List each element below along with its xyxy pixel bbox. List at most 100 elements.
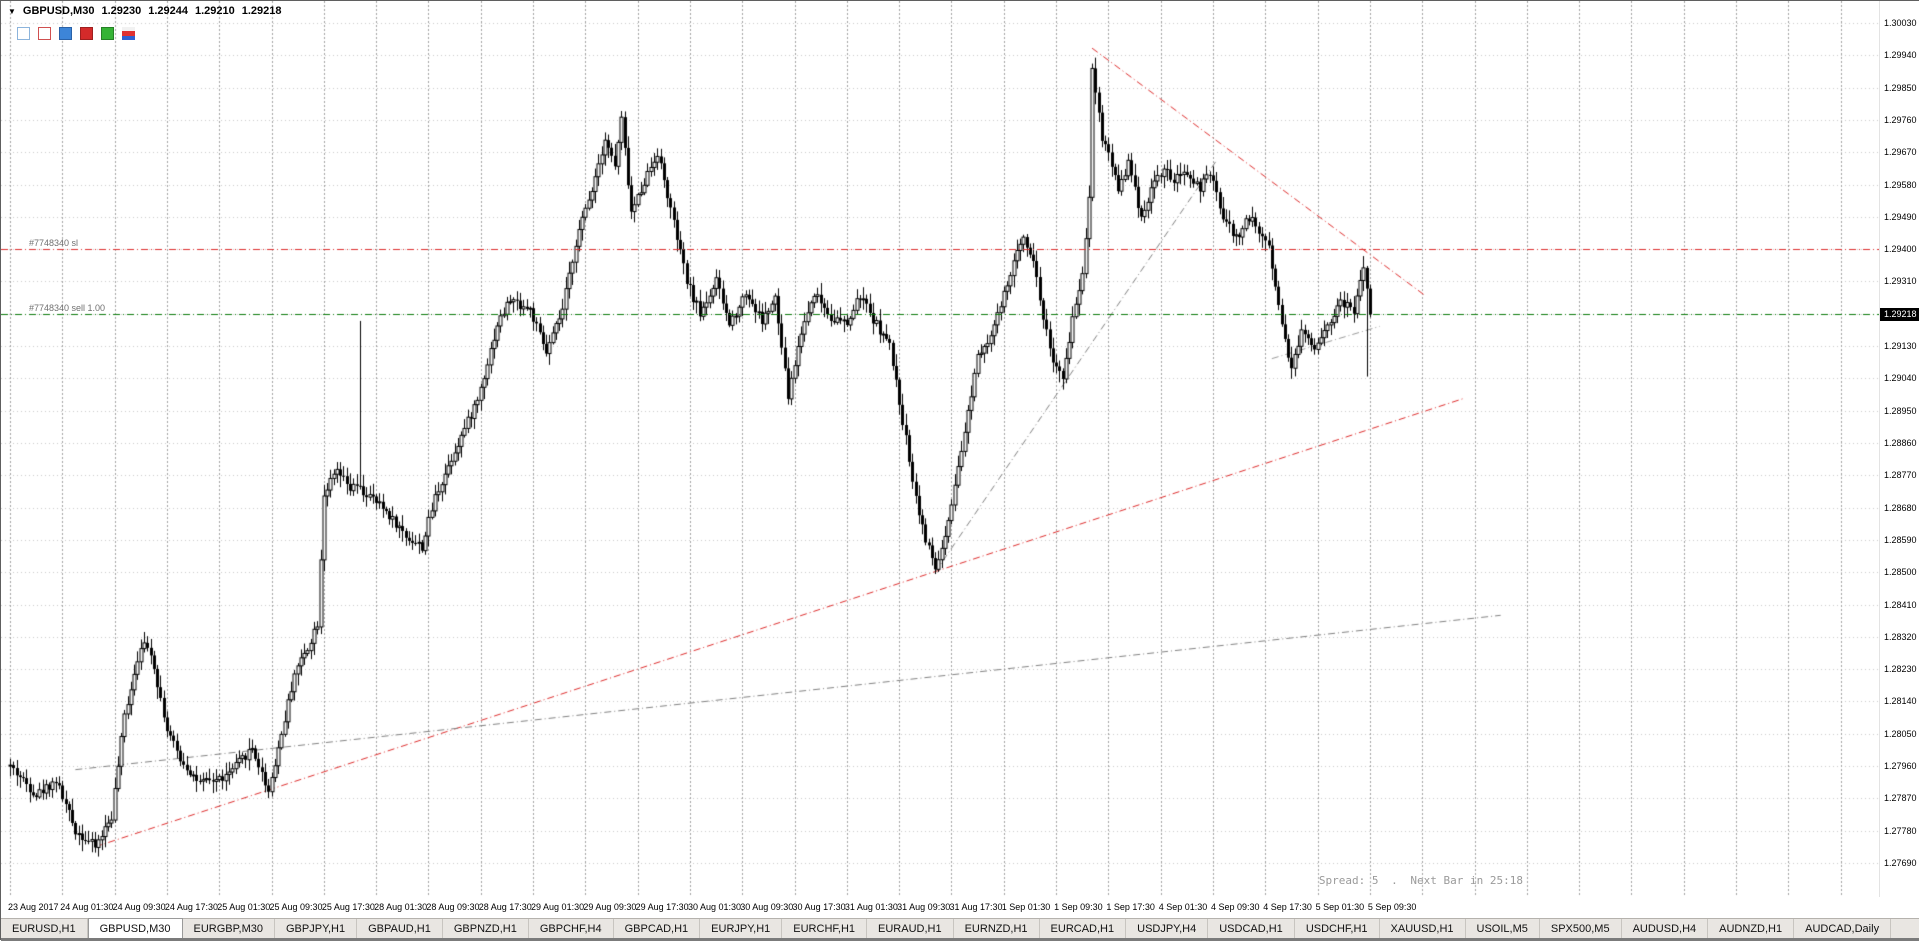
time-axis-label: 24 Aug 09:30: [112, 902, 166, 912]
flag-stripe: [122, 27, 135, 32]
time-axis-label: 30 Aug 01:30: [687, 902, 741, 912]
chart-symbol-period: GBPUSD,M30: [22, 5, 95, 17]
price-axis[interactable]: 1.29218 1.30030 1.29940 1.29850 1.29760 1.29…: [1879, 1, 1919, 897]
time-axis-label: 1 Sep 09:30: [1054, 902, 1103, 912]
chart-tab-gbpusd-m30[interactable]: GBPUSD,M30: [87, 918, 183, 938]
price-axis-label: 1.28770: [1884, 470, 1917, 481]
empty-blue-rect-icon[interactable]: [17, 27, 30, 40]
chart-tab-gbpchf-h4[interactable]: GBPCHF,H4: [528, 919, 614, 938]
time-axis[interactable]: 23 Aug 2017 24 Aug 01:30 24 Aug 09:30 24 Au…: [1, 897, 1919, 918]
price-axis-label: 1.28590: [1884, 534, 1917, 545]
time-axis-label: 24 Aug 17:30: [164, 902, 218, 912]
time-axis-label: 5 Sep 01:30: [1315, 902, 1365, 912]
chart-tab-eurcad-h1[interactable]: EURCAD,H1: [1039, 919, 1127, 938]
price-axis-label: 1.28500: [1884, 567, 1917, 578]
price-axis-label: 1.27960: [1884, 761, 1917, 772]
time-axis-label: 31 Aug 09:30: [897, 902, 951, 912]
time-axis-label: 28 Aug 09:30: [426, 902, 480, 912]
time-axis-label: 4 Sep 17:30: [1263, 902, 1312, 912]
time-axis-label: 23 Aug 2017: [8, 902, 59, 912]
chart-tab-eurusd-h1[interactable]: EURUSD,H1: [1, 919, 88, 938]
chart-tab-usdcad-h1[interactable]: USDCAD,H1: [1208, 919, 1295, 938]
chart-tab-xauusd-h1[interactable]: XAUUSD,H1: [1379, 919, 1466, 938]
time-axis-label: 25 Aug 09:30: [269, 902, 323, 912]
chart-tab-usdjpy-h4[interactable]: USDJPY,H4: [1126, 919, 1209, 938]
time-axis-label: 1 Sep 17:30: [1106, 902, 1155, 912]
flag-stripe: [122, 35, 135, 40]
flag-stripe: [122, 31, 135, 36]
chart-tab-euraud-h1[interactable]: EURAUD,H1: [867, 919, 954, 938]
price-axis-label: 1.29760: [1884, 114, 1917, 125]
time-axis-label: 4 Sep 01:30: [1158, 902, 1208, 912]
time-axis-label: 30 Aug 09:30: [740, 902, 794, 912]
time-axis-label: 28 Aug 01:30: [374, 902, 428, 912]
chart-tab-gbpcad-h1[interactable]: GBPCAD,H1: [613, 919, 701, 938]
status-text: Spread: 5 . Next Bar in 25:18: [1171, 874, 1523, 887]
order-sell-label: #7748340 sell 1.00: [29, 303, 106, 314]
price-axis-label: 1.29400: [1884, 244, 1917, 255]
ohlc-high: 1.29244: [148, 5, 188, 17]
time-axis-label: 29 Aug 17:30: [635, 902, 689, 912]
price-axis-label: 1.28680: [1884, 502, 1917, 513]
price-axis-label: 1.29130: [1884, 341, 1917, 352]
green-rect-icon[interactable]: [101, 27, 114, 40]
chart-tab-audusd-h4[interactable]: AUDUSD,H4: [1621, 919, 1709, 938]
chart-tab-usdchf-h1[interactable]: USDCHF,H1: [1294, 919, 1380, 938]
chart-tab-eurgbp-m30[interactable]: EURGBP,M30: [182, 919, 275, 938]
price-axis-label: 1.29940: [1884, 50, 1917, 61]
price-axis-label: 1.29040: [1884, 373, 1917, 384]
time-axis-label: 29 Aug 01:30: [531, 902, 585, 912]
chart-tab-eurchf-h1[interactable]: EURCHF,H1: [782, 919, 868, 938]
price-axis-label: 1.28410: [1884, 599, 1917, 610]
ohlc-low: 1.29210: [194, 5, 235, 17]
price-axis-label: 1.28230: [1884, 664, 1917, 675]
chart-tab-bar: EURUSD,H1 GBPUSD,M30 EURGBP,M30 GBPJPY,H1 GB…: [1, 918, 1919, 938]
chevron-down-icon[interactable]: ▼: [8, 6, 16, 16]
status-separator: .: [1391, 874, 1398, 887]
color-swatch-row: [17, 27, 135, 40]
price-axis-label: 1.29490: [1884, 211, 1917, 222]
price-axis-label: 1.28050: [1884, 728, 1917, 739]
price-axis-label: 1.28320: [1884, 631, 1917, 642]
price-axis-label: 1.29850: [1884, 82, 1917, 93]
time-axis-label: 25 Aug 17:30: [321, 902, 375, 912]
price-axis-label: 1.27870: [1884, 793, 1917, 804]
chart-tab-usoil-m5[interactable]: USOIL,M5: [1465, 919, 1540, 938]
blue-rect-icon[interactable]: [59, 27, 72, 40]
flag-icon-icon[interactable]: [122, 27, 135, 40]
time-axis-label: 4 Sep 09:30: [1210, 902, 1260, 912]
price-axis-label: 1.29310: [1884, 276, 1917, 287]
price-axis-label: 1.27690: [1884, 858, 1917, 868]
time-axis-label: 1 Sep 01:30: [1001, 902, 1051, 912]
time-axis-label: 31 Aug 01:30: [844, 902, 898, 912]
chart-tab-eurjpy-h1[interactable]: EURJPY,H1: [700, 919, 783, 938]
price-axis-label: 1.30030: [1884, 18, 1917, 28]
time-axis-label: 5 Sep 09:30: [1367, 902, 1417, 912]
time-axis-label: 29 Aug 09:30: [583, 902, 637, 912]
time-axis-label: 24 Aug 01:30: [60, 902, 114, 912]
current-price-badge: 1.29218: [1880, 307, 1919, 321]
chart-tab-gbpjpy-h1[interactable]: GBPJPY,H1: [275, 919, 358, 938]
empty-red-rect-icon[interactable]: [38, 27, 51, 40]
chart-tab-gbpaud-h1[interactable]: GBPAUD,H1: [357, 919, 443, 938]
chart-tab-audcad-daily[interactable]: AUDCAD,Daily: [1794, 919, 1892, 938]
chart-tab-gbpnzd-h1[interactable]: GBPNZD,H1: [442, 919, 529, 938]
price-chart-canvas[interactable]: [1, 1, 1879, 897]
chart-tab-audnzd-h1[interactable]: AUDNZD,H1: [1708, 919, 1795, 938]
price-axis-label: 1.28950: [1884, 405, 1917, 416]
time-axis-label: 31 Aug 17:30: [949, 902, 1003, 912]
time-axis-label: 25 Aug 01:30: [217, 902, 271, 912]
next-bar-countdown: Next Bar in 25:18: [1410, 874, 1523, 887]
price-axis-label: 1.29670: [1884, 147, 1917, 158]
time-axis-label: 30 Aug 17:30: [792, 902, 846, 912]
ohlc-close: 1.29218: [241, 5, 282, 17]
order-stoploss-label: #7748340 sl: [29, 238, 79, 249]
price-axis-label: 1.28140: [1884, 696, 1917, 707]
chart-tab-eurnzd-h1[interactable]: EURNZD,H1: [953, 919, 1040, 938]
ohlc-open: 1.29230: [101, 5, 142, 17]
time-axis-label: 28 Aug 17:30: [478, 902, 532, 912]
chart-info-line: ▼ GBPUSD,M30 1.29230 1.29244 1.29210 1.2…: [8, 5, 282, 17]
red-rect-icon[interactable]: [80, 27, 93, 40]
chart-tab-spx500-m5[interactable]: SPX500,M5: [1539, 919, 1622, 938]
